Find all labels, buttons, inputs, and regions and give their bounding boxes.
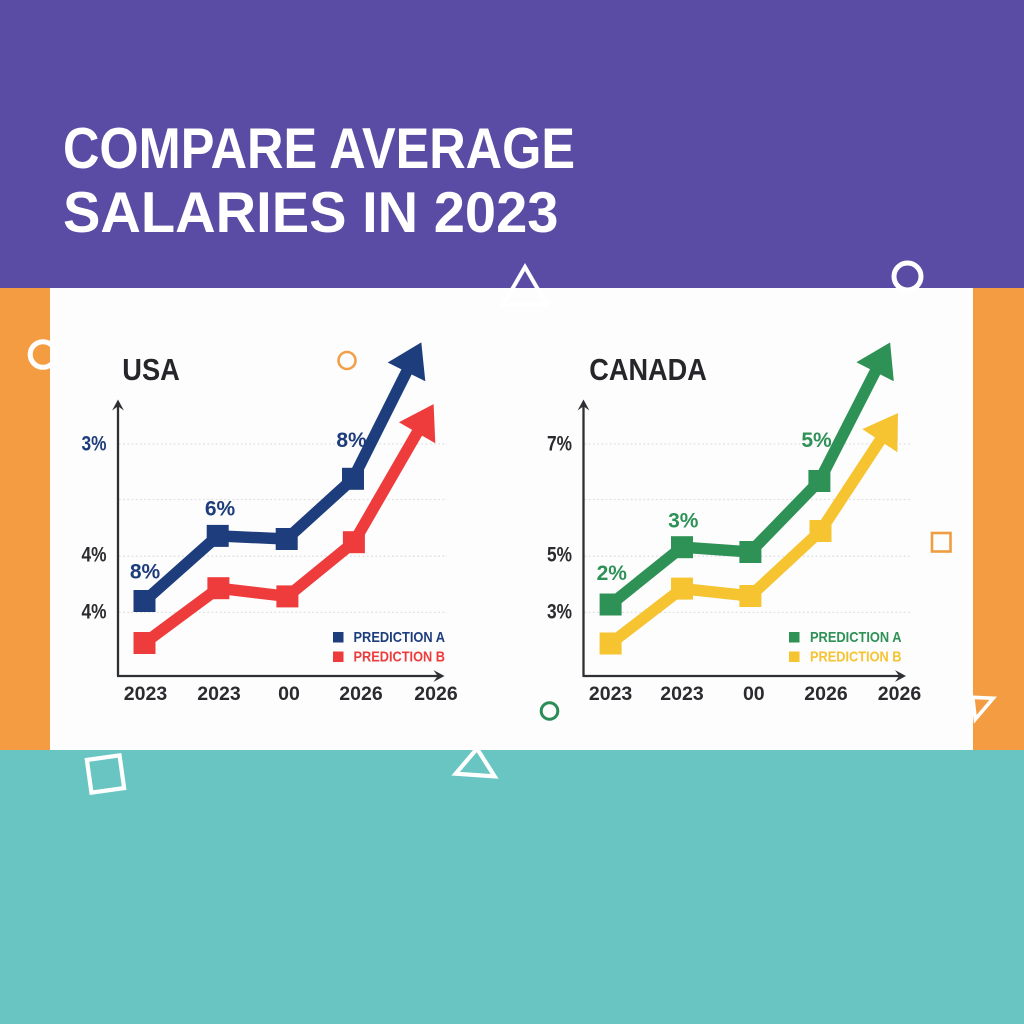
svg-text:5%: 5% <box>801 429 832 452</box>
svg-text:PREDICTION A: PREDICTION A <box>810 630 902 646</box>
svg-text:2023: 2023 <box>660 683 704 705</box>
svg-text:2026: 2026 <box>414 683 458 705</box>
svg-text:00: 00 <box>743 683 765 705</box>
svg-text:00: 00 <box>278 683 300 705</box>
svg-text:PREDICTION B: PREDICTION B <box>354 649 446 665</box>
svg-text:2%: 2% <box>597 562 628 585</box>
svg-text:SALARIES IN 2023: SALARIES IN 2023 <box>63 181 559 245</box>
svg-text:2026: 2026 <box>804 683 848 705</box>
svg-text:2023: 2023 <box>589 683 633 705</box>
svg-text:3%: 3% <box>547 600 572 623</box>
svg-text:3%: 3% <box>668 510 699 533</box>
svg-text:COMPARE AVERAGE: COMPARE AVERAGE <box>63 117 575 181</box>
svg-text:USA: USA <box>122 352 180 387</box>
svg-text:PREDICTION A: PREDICTION A <box>354 630 446 646</box>
svg-text:8%: 8% <box>336 429 367 452</box>
svg-text:2023: 2023 <box>197 683 241 705</box>
svg-text:7%: 7% <box>547 433 572 456</box>
svg-text:3%: 3% <box>82 433 107 456</box>
svg-text:8%: 8% <box>130 561 161 584</box>
svg-text:CANADA: CANADA <box>589 352 707 387</box>
svg-text:2026: 2026 <box>878 683 922 705</box>
svg-text:5%: 5% <box>547 544 572 567</box>
svg-text:4%: 4% <box>82 600 107 623</box>
svg-text:2023: 2023 <box>124 683 168 705</box>
svg-text:4%: 4% <box>82 544 107 567</box>
svg-text:2026: 2026 <box>339 683 383 705</box>
svg-text:6%: 6% <box>205 498 236 521</box>
svg-text:PREDICTION B: PREDICTION B <box>810 649 902 665</box>
